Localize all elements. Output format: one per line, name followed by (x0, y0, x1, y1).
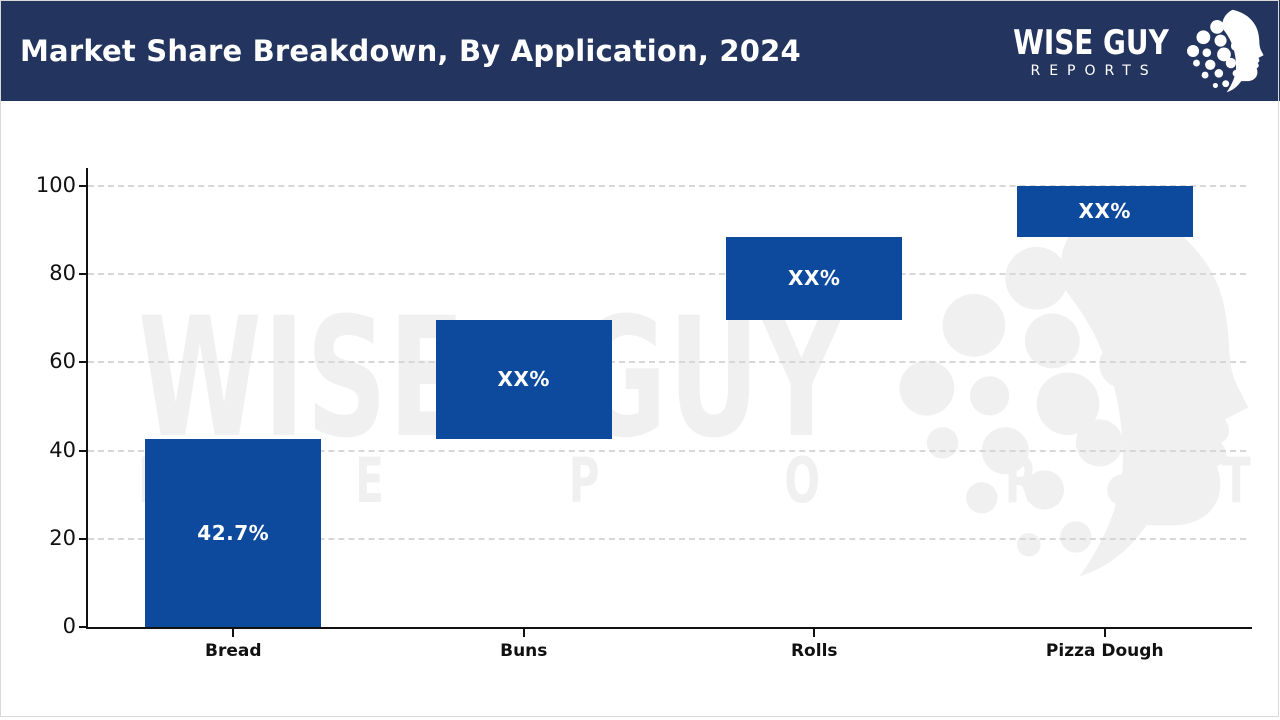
y-tick-label: 80 (49, 261, 76, 286)
x-tick-mark (232, 629, 235, 637)
x-category-label: Rolls (790, 641, 838, 661)
y-tick-mark (79, 185, 87, 187)
logo-subtext: REPORTS (1030, 63, 1158, 79)
y-tick-mark (79, 626, 87, 628)
x-axis-line (86, 627, 1252, 629)
x-category-label: Pizza Dough (1045, 641, 1164, 661)
x-tick-mark (813, 629, 816, 637)
y-tick-mark (79, 449, 87, 452)
logo-text: WISE GUY REPORTS (996, 23, 1186, 79)
bar-pizza-dough: XX% (1016, 186, 1193, 237)
wise-guy-logo: WISE GUY REPORTS (996, 6, 1268, 96)
chart-title: Market Share Breakdown, By Application, … (20, 33, 801, 68)
bar-buns: XX% (435, 319, 612, 439)
bar-value-label: XX% (497, 367, 550, 392)
x-tick-mark (1103, 629, 1106, 637)
wise-guy-head-icon (1187, 9, 1264, 93)
y-tick-label: 60 (49, 349, 76, 374)
header-bar: Market Share Breakdown, By Application, … (0, 0, 1280, 101)
x-category-label: Buns (500, 641, 548, 661)
gridline-100 (88, 185, 1246, 187)
x-tick-mark (522, 629, 525, 637)
gridline-60 (88, 361, 1246, 364)
y-tick-label: 100 (35, 173, 76, 197)
y-tick-mark (79, 273, 87, 276)
bar-value-label: XX% (788, 266, 841, 291)
y-axis-line (86, 168, 88, 629)
bar-value-label: 42.7% (197, 520, 270, 545)
bar-value-label: XX% (1078, 199, 1131, 224)
y-tick-label: 20 (49, 525, 76, 550)
y-tick-mark (79, 537, 87, 540)
y-tick-label: 40 (49, 437, 76, 462)
bar-bread: 42.7% (145, 438, 322, 627)
y-tick-mark (79, 361, 87, 364)
bar-rolls: XX% (726, 236, 903, 320)
gridline-20 (88, 537, 1246, 540)
gridline-40 (88, 449, 1246, 452)
logo-wordmark: WISE GUY (1013, 23, 1169, 63)
gridline-80 (88, 273, 1246, 276)
y-tick-label: 0 (62, 614, 76, 638)
x-category-label: Bread (204, 641, 262, 661)
